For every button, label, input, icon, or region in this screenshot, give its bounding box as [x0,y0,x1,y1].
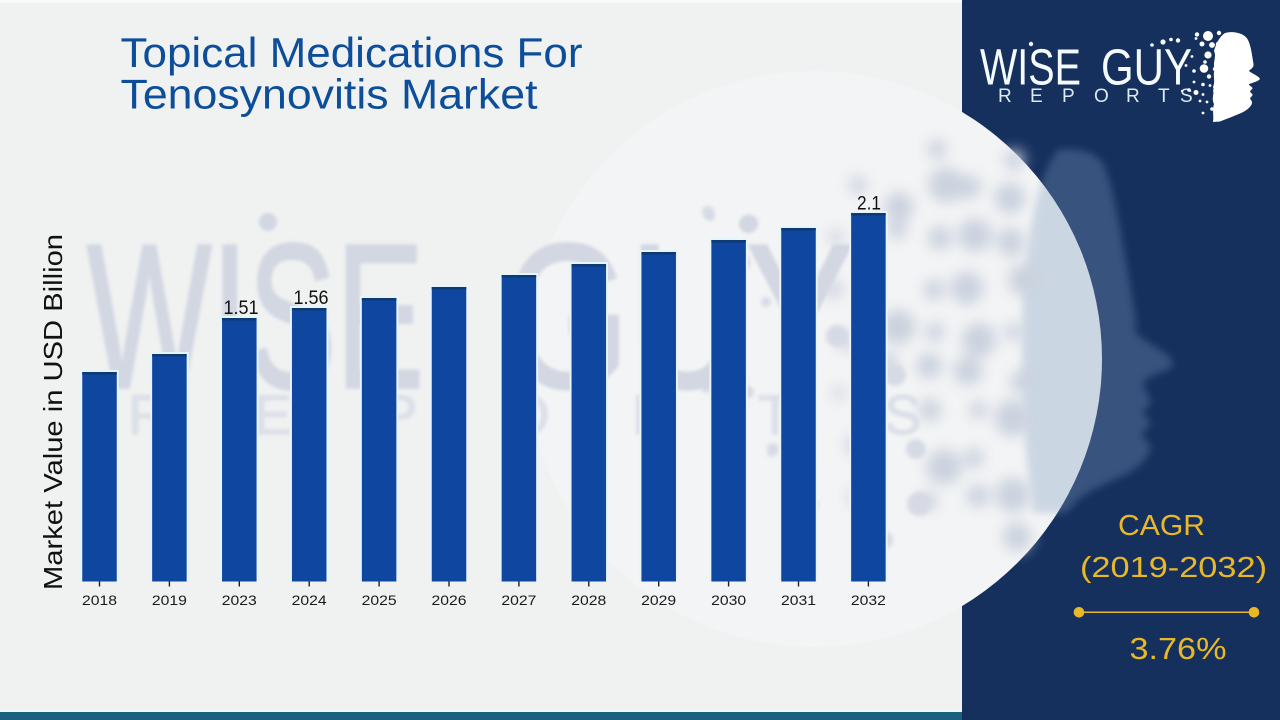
svg-text:CAGR: CAGR [1118,510,1205,542]
svg-text:2019: 2019 [152,592,187,608]
svg-text:2028: 2028 [571,592,606,608]
svg-text:2.1: 2.1 [857,194,881,215]
svg-text:2026: 2026 [432,592,467,608]
svg-text:3.76%: 3.76% [1130,631,1227,666]
svg-text:1.56: 1.56 [294,288,329,309]
svg-text:WISE: WISE [980,39,1081,96]
svg-text:1.51: 1.51 [224,298,259,319]
svg-text:Tenosynovitis Market: Tenosynovitis Market [121,71,538,118]
svg-text:2025: 2025 [362,592,397,608]
svg-text:2027: 2027 [501,592,536,608]
svg-text:(2019-2032): (2019-2032) [1080,552,1267,584]
svg-text:2030: 2030 [711,592,746,608]
svg-text:GUY: GUY [1101,39,1192,96]
svg-text:Topical Medications For: Topical Medications For [121,29,583,76]
svg-text:Market Value in USD Billion: Market Value in USD Billion [38,234,68,590]
svg-text:2031: 2031 [781,592,816,608]
svg-text:2023: 2023 [222,592,257,608]
svg-text:2024: 2024 [292,592,327,608]
svg-text:2018: 2018 [82,592,117,608]
svg-text:2029: 2029 [641,592,676,608]
svg-text:2032: 2032 [851,592,886,608]
